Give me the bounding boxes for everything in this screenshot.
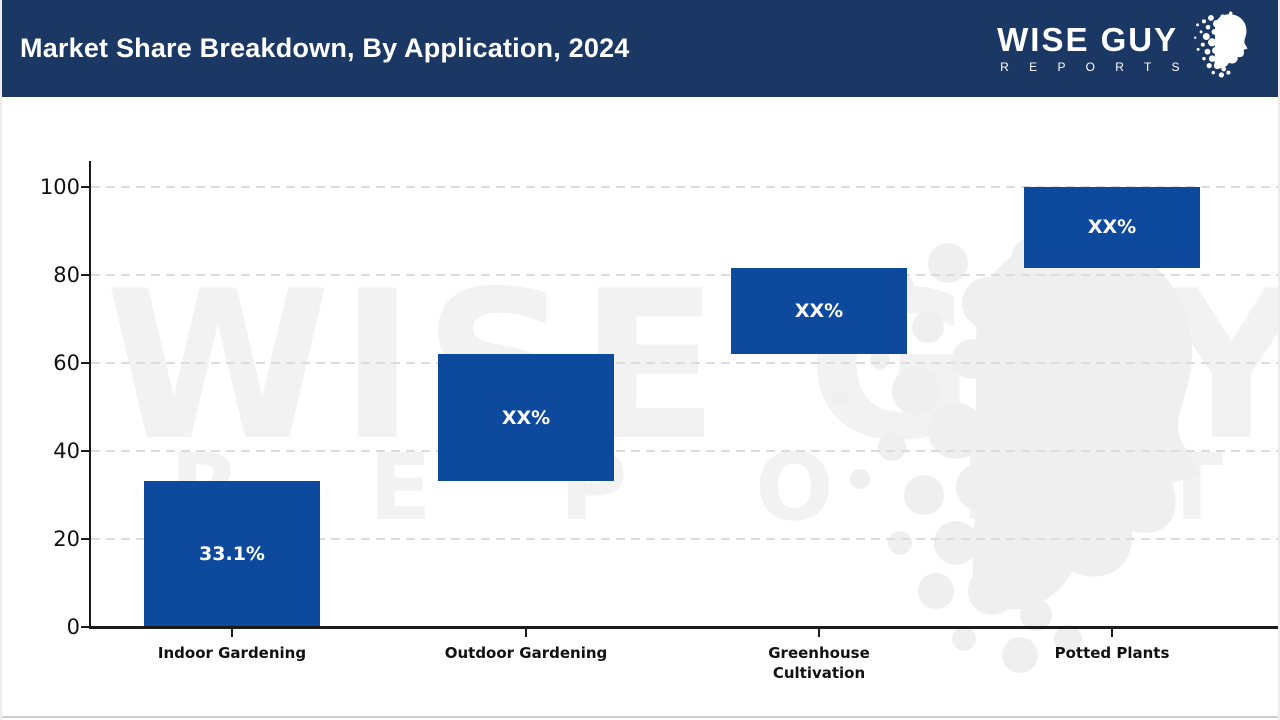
y-tick [81, 538, 89, 540]
bar-value-label: XX% [1087, 216, 1137, 239]
x-category-label: Greenhouse Cultivation [768, 644, 870, 682]
x-axis [89, 626, 1278, 629]
wiseguy-logo: WISE GUY R E P O R T S [997, 11, 1254, 87]
bar-segment: XX% [438, 354, 614, 482]
bar-value-label: XX% [501, 406, 551, 429]
x-tick [525, 629, 527, 637]
x-tick [818, 629, 820, 637]
gridline [91, 450, 1278, 452]
gridline [91, 362, 1278, 364]
x-tick [1111, 629, 1113, 637]
y-tick-label: 100 [39, 175, 80, 199]
y-tick [81, 450, 89, 452]
logo-text: WISE GUY R E P O R T S [997, 23, 1188, 74]
y-tick-label: 80 [53, 263, 80, 287]
y-tick [81, 274, 89, 276]
bar-segment: XX% [1024, 187, 1200, 268]
bar-segment: 33.1% [144, 481, 320, 627]
logo-subtitle: R E P O R T S [1000, 60, 1188, 74]
y-tick-label: 20 [53, 527, 80, 551]
y-tick-label: 0 [66, 615, 80, 639]
y-tick [81, 186, 89, 188]
x-category-label: Potted Plants [1054, 644, 1170, 662]
bar-value-label: 33.1% [199, 543, 265, 566]
x-category-label: Outdoor Gardening [444, 644, 608, 662]
bar-segment: XX% [731, 267, 907, 355]
y-tick [81, 626, 89, 628]
bottom-border [2, 716, 1278, 718]
x-category-label: Indoor Gardening [157, 644, 307, 662]
x-tick [231, 629, 233, 637]
page-title: Market Share Breakdown, By Application, … [20, 33, 630, 63]
logo-wordmark: WISE GUY [997, 21, 1179, 58]
y-tick-label: 60 [53, 351, 80, 375]
logo-face-icon [1190, 11, 1254, 87]
y-tick-label: 40 [53, 439, 80, 463]
gridline [91, 186, 1278, 188]
bar-value-label: XX% [794, 299, 844, 322]
y-tick [81, 362, 89, 364]
y-axis [89, 161, 91, 629]
header: Market Share Breakdown, By Application, … [2, 0, 1278, 97]
gridline [91, 538, 1278, 540]
gridline [91, 274, 1278, 276]
